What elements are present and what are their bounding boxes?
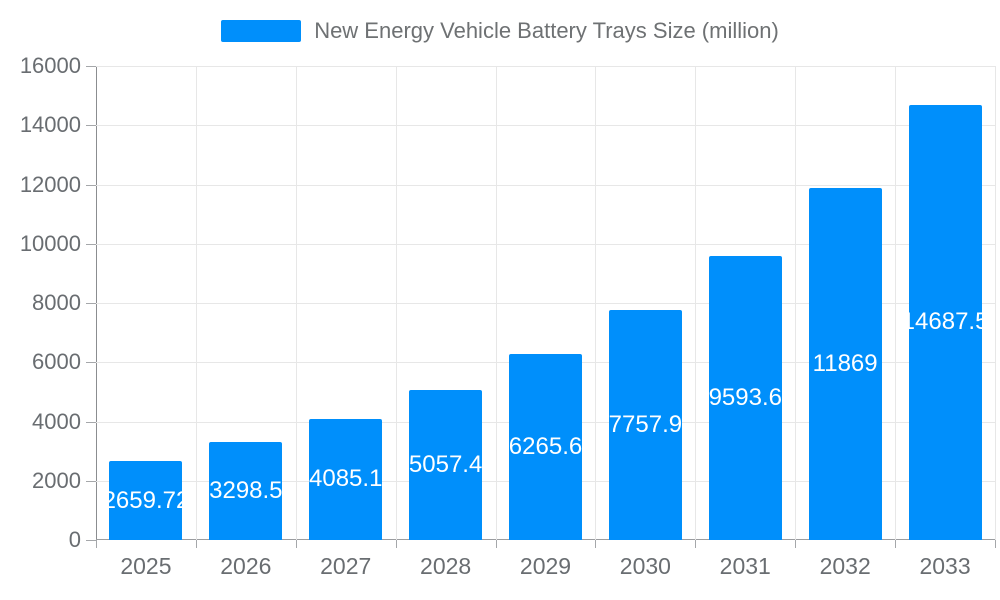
bar-2031[interactable]: 9593.6 bbox=[708, 255, 782, 540]
x-axis-tick bbox=[695, 540, 697, 548]
gridline-horizontal bbox=[96, 243, 995, 245]
x-axis-label: 2032 bbox=[819, 553, 871, 579]
bar-2028[interactable]: 5057.4 bbox=[409, 390, 483, 540]
x-axis-tick bbox=[995, 540, 996, 548]
x-axis-label: 2029 bbox=[519, 553, 572, 579]
y-axis-tick bbox=[86, 480, 96, 482]
y-axis-label: 0 bbox=[68, 527, 81, 552]
x-axis-label: 2027 bbox=[320, 553, 372, 579]
y-axis-label: 6000 bbox=[32, 349, 81, 375]
bar-value-label: 14687.5 bbox=[909, 308, 982, 336]
y-axis-tick bbox=[86, 243, 96, 245]
y-axis-label: 2000 bbox=[32, 467, 81, 493]
y-axis-tick bbox=[86, 184, 96, 186]
gridline-vertical bbox=[995, 66, 996, 540]
legend-marker bbox=[221, 20, 302, 42]
bar-value-label: 5057.4 bbox=[409, 451, 483, 479]
gridline-vertical bbox=[295, 66, 297, 540]
x-axis-label: 2031 bbox=[719, 553, 771, 579]
bar-value-label: 4085.1 bbox=[309, 465, 383, 493]
y-axis-label: 16000 bbox=[19, 53, 81, 78]
bar-value-label: 7757.9 bbox=[608, 411, 682, 439]
bar-2030[interactable]: 7757.9 bbox=[608, 310, 682, 540]
x-axis-label: 2025 bbox=[120, 553, 172, 579]
gridline-vertical bbox=[795, 66, 797, 540]
x-axis-tick bbox=[96, 540, 97, 548]
gridline-vertical bbox=[695, 66, 697, 540]
x-axis-tick bbox=[795, 540, 797, 548]
y-axis-label: 12000 bbox=[19, 171, 81, 197]
gridline-horizontal bbox=[96, 303, 995, 304]
gridline-vertical bbox=[895, 66, 897, 540]
bar-2025[interactable]: 2659.72 bbox=[109, 461, 183, 540]
gridline-horizontal bbox=[96, 125, 995, 127]
x-axis-label: 2033 bbox=[919, 553, 971, 579]
bar-value-label: 11869 bbox=[812, 350, 878, 378]
gridline-vertical bbox=[195, 66, 197, 540]
y-axis-tick bbox=[86, 421, 96, 423]
y-axis-label: 10000 bbox=[19, 230, 81, 256]
y-axis-tick bbox=[86, 303, 96, 304]
bar-2026[interactable]: 3298.5 bbox=[209, 442, 283, 540]
y-axis-label: 8000 bbox=[32, 290, 81, 315]
x-axis-tick bbox=[595, 540, 597, 548]
x-axis-tick bbox=[295, 540, 297, 548]
bar-value-label: 3298.5 bbox=[209, 477, 283, 505]
y-axis-tick bbox=[86, 66, 96, 67]
x-axis-label: 2028 bbox=[420, 553, 472, 579]
legend-label: New Energy Vehicle Battery Trays Size (m… bbox=[314, 18, 779, 43]
x-axis-label: 2030 bbox=[619, 553, 671, 579]
y-axis-label: 4000 bbox=[32, 408, 81, 434]
bar-2032[interactable]: 11869 bbox=[808, 188, 882, 540]
x-axis-label: 2026 bbox=[220, 553, 272, 579]
gridline-horizontal bbox=[96, 66, 995, 67]
y-axis-tick bbox=[86, 540, 96, 541]
gridline-horizontal bbox=[96, 184, 995, 186]
plot-area: 0 2000 4000 6000 8000 10000 12000 14000 16000 265… bbox=[20, 55, 996, 579]
y-axis-tick bbox=[86, 125, 96, 127]
y-axis-tick bbox=[86, 362, 96, 364]
x-axis-tick bbox=[395, 540, 397, 548]
bar-2027[interactable]: 4085.1 bbox=[309, 418, 383, 540]
y-axis-label: 14000 bbox=[19, 112, 81, 138]
x-axis-tick bbox=[895, 540, 897, 548]
x-axis-tick bbox=[495, 540, 497, 548]
gridline-vertical bbox=[495, 66, 497, 540]
bar-2029[interactable]: 6265.6 bbox=[509, 354, 582, 540]
x-axis-tick bbox=[195, 540, 197, 548]
gridline-vertical bbox=[395, 66, 397, 540]
bar-2033[interactable]: 14687.5 bbox=[908, 104, 982, 540]
bar-value-label: 2659.72 bbox=[109, 486, 182, 514]
legend-item[interactable]: New Energy Vehicle Battery Trays Size (m… bbox=[0, 18, 1000, 44]
bar-value-label: 9593.6 bbox=[708, 383, 782, 411]
gridline-vertical bbox=[595, 66, 597, 540]
bar-value-label: 6265.6 bbox=[509, 433, 582, 461]
